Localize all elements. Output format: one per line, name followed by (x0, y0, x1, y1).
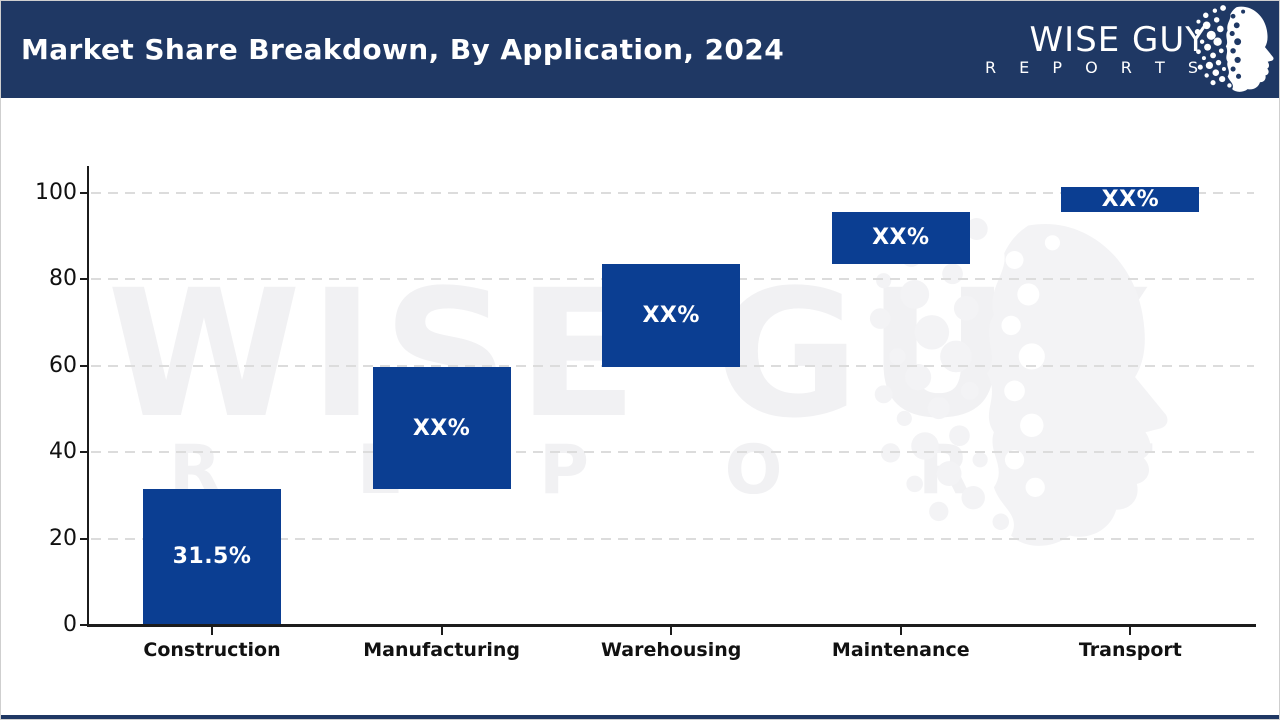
gridline-100 (91, 192, 1254, 194)
wiseguy-logo-line2: R E P O R T S (984, 58, 1207, 78)
y-tick-label-40: 40 (49, 439, 77, 465)
x-tick-mark-manufacturing (440, 627, 443, 635)
bar-value-label-maintenance: XX% (872, 225, 930, 251)
bar-warehousing: XX% (602, 263, 741, 368)
x-tick-mark-maintenance (899, 627, 902, 635)
x-tick-mark-warehousing (670, 627, 673, 635)
wiseguy-logo-line1: WISE GUY (1029, 19, 1207, 60)
bar-construction: 31.5% (143, 488, 281, 625)
y-tick-label-100: 100 (35, 180, 77, 205)
x-tick-mark-transport (1129, 627, 1132, 635)
x-category-label-maintenance: Maintenance (831, 639, 970, 661)
bar-maintenance: XX% (831, 211, 970, 264)
y-tick-mark-100 (80, 192, 89, 194)
x-axis-line (87, 624, 1256, 627)
y-axis-line (87, 166, 89, 627)
y-tick-mark-0 (80, 624, 89, 626)
wiseguy-logo-text: WISE GUY R E P O R T S (984, 19, 1207, 78)
y-tick-label-0: 0 (63, 612, 77, 637)
y-tick-mark-60 (80, 364, 89, 367)
gridline-20 (91, 537, 1254, 540)
y-tick-label-60: 60 (49, 352, 77, 378)
bar-transport: XX% (1061, 186, 1200, 212)
y-tick-mark-20 (80, 537, 89, 540)
page-title: Market Share Breakdown, By Application, … (21, 33, 785, 66)
bar-value-label-transport: XX% (1101, 186, 1160, 212)
bar-value-label-manufacturing: XX% (412, 415, 471, 441)
footer-bar (1, 715, 1279, 719)
x-category-label-transport: Transport (1078, 639, 1182, 661)
wiseguy-logo: WISE GUY R E P O R T S (985, 3, 1275, 95)
y-tick-label-20: 20 (49, 525, 77, 551)
bar-manufacturing: XX% (372, 367, 511, 489)
header-banner: Market Share Breakdown, By Application, … (1, 1, 1279, 98)
gridline-40 (91, 451, 1254, 454)
bar-value-label-warehousing: XX% (642, 302, 700, 328)
x-category-label-warehousing: Warehousing (600, 639, 742, 661)
y-tick-mark-80 (80, 278, 89, 281)
x-category-label-construction: Construction (143, 639, 281, 661)
y-tick-label-80: 80 (49, 266, 77, 292)
bar-value-label-construction: 31.5% (172, 544, 252, 570)
x-tick-mark-construction (211, 627, 213, 635)
x-category-label-manufacturing: Manufacturing (363, 639, 520, 661)
y-tick-mark-40 (80, 451, 89, 454)
